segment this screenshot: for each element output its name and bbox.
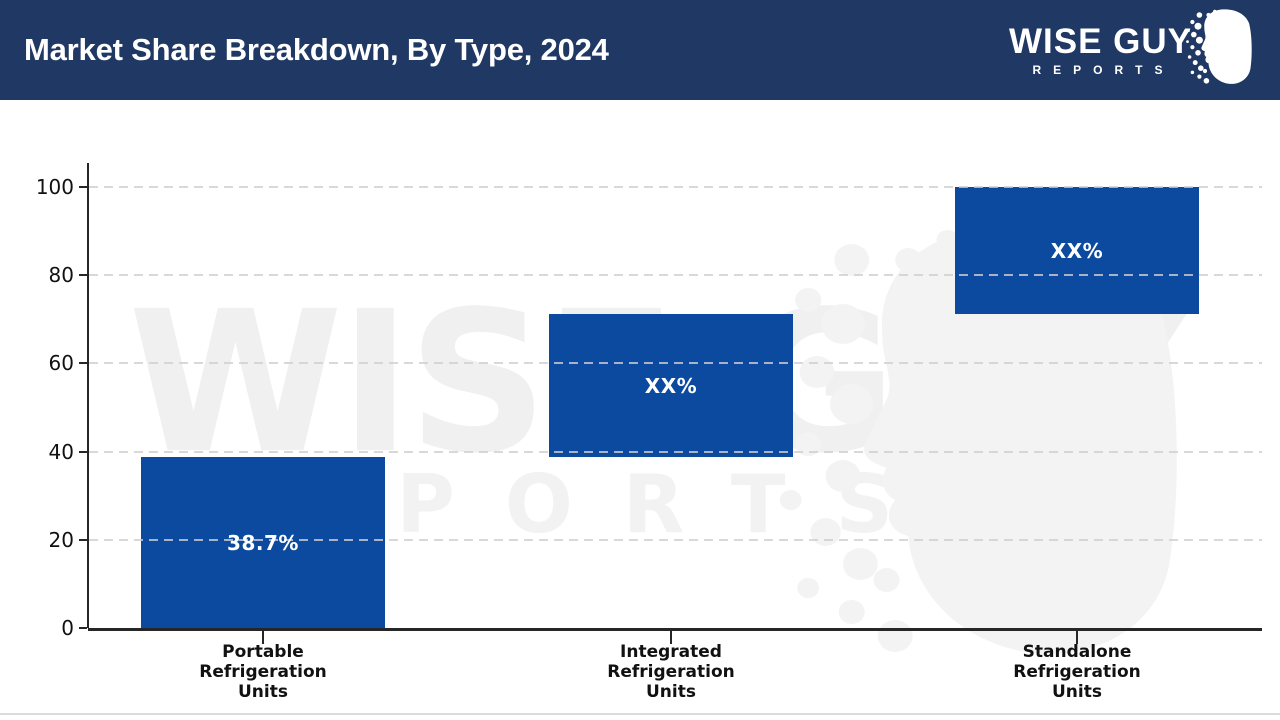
x-tick-mark: [670, 631, 672, 644]
bottom-divider: [0, 713, 1280, 715]
y-tick-label: 40: [48, 440, 74, 464]
x-category-label-line: Units: [646, 682, 696, 702]
y-tick-label: 100: [35, 175, 74, 199]
gridline: [89, 451, 1262, 453]
bar-value-label: 38.7%: [227, 531, 299, 555]
x-category-label: Integrated Refrigeration Units: [521, 642, 821, 702]
page-title: Market Share Breakdown, By Type, 2024: [24, 32, 609, 67]
chart-area: WISE GUY REPORTS 0 20 40 60 80 100 38.7% Portab…: [0, 100, 1280, 720]
gridline: [89, 186, 1262, 188]
logo-text: WISE GUY REPORTS: [1009, 24, 1192, 77]
x-category-label: Standalone Refrigeration Units: [927, 642, 1227, 702]
x-category-label-line: Units: [238, 682, 288, 702]
logo-subtitle: REPORTS: [1032, 62, 1175, 77]
logo-wordmark: WISE GUY: [1008, 21, 1192, 61]
y-tick-label: 60: [48, 351, 74, 375]
x-category-label: Portable Refrigeration Units: [113, 642, 413, 702]
y-tick-label: 0: [61, 616, 74, 640]
y-tick-mark: [79, 539, 87, 541]
y-tick-mark: [79, 451, 87, 453]
y-tick-mark: [79, 627, 87, 629]
y-tick-label: 20: [48, 528, 74, 552]
gridline: [89, 274, 1262, 276]
x-category-label-line: Integrated: [620, 642, 722, 662]
bar-value-label: XX%: [1050, 239, 1104, 263]
x-category-label-line: Refrigeration: [1013, 662, 1141, 682]
y-tick-label: 80: [48, 263, 74, 287]
y-tick-mark: [79, 186, 87, 188]
header: Market Share Breakdown, By Type, 2024 WI…: [0, 0, 1280, 100]
x-category-label-line: Portable: [222, 642, 304, 662]
x-category-label-line: Standalone: [1022, 642, 1132, 662]
bar: [141, 457, 385, 628]
x-tick-mark: [262, 631, 264, 644]
y-tick-mark: [79, 362, 87, 364]
bar: [549, 314, 793, 457]
y-axis-line: [87, 163, 89, 628]
gridline: [89, 362, 1262, 364]
y-tick-mark: [79, 274, 87, 276]
gridline: [89, 539, 1262, 541]
x-category-label-line: Refrigeration: [199, 662, 327, 682]
x-axis-line: [88, 628, 1262, 631]
x-category-label-line: Refrigeration: [607, 662, 735, 682]
bar-value-label: XX%: [644, 374, 698, 398]
brand-logo: WISE GUY REPORTS: [1009, 8, 1256, 92]
x-category-label-line: Units: [1052, 682, 1102, 702]
